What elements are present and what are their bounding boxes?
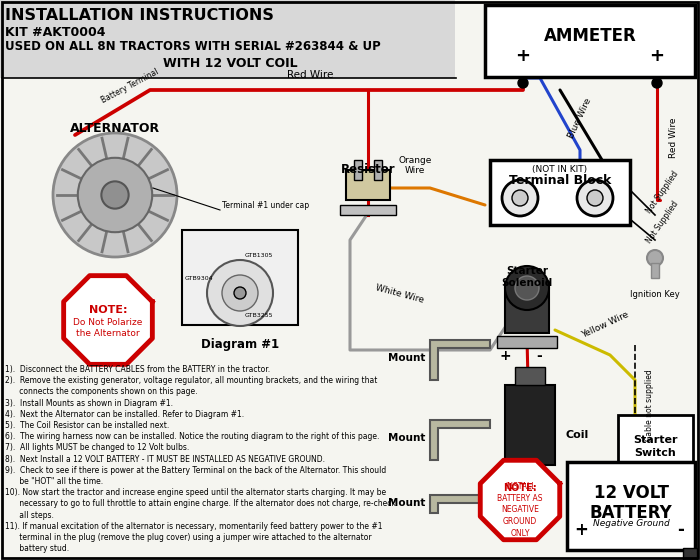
Text: necessary to go to full throttle to attain engine charge. If the alternator does: necessary to go to full throttle to atta… <box>5 500 396 508</box>
Polygon shape <box>64 276 153 365</box>
Bar <box>505 385 555 465</box>
Text: 4).  Next the Alternator can be installed. Refer to Diagram #1.: 4). Next the Alternator can be installed… <box>5 410 244 419</box>
Bar <box>374 160 382 180</box>
Circle shape <box>577 180 613 216</box>
Text: WITH 12 VOLT COIL: WITH 12 VOLT COIL <box>162 57 298 70</box>
Text: connects the components shown on this page.: connects the components shown on this pa… <box>5 388 197 396</box>
Circle shape <box>587 190 603 206</box>
Text: Mount: Mount <box>388 433 425 443</box>
Text: Blue Wire: Blue Wire <box>567 96 594 139</box>
Circle shape <box>53 133 177 257</box>
Text: Mount: Mount <box>388 498 425 508</box>
Text: BATTERY: BATTERY <box>589 504 673 522</box>
FancyBboxPatch shape <box>182 230 298 325</box>
Text: GTB9304: GTB9304 <box>185 276 214 281</box>
Bar <box>683 548 697 560</box>
Text: 1).  Disconnect the BATTERY CABLES from the BATTERY in the tractor.: 1). Disconnect the BATTERY CABLES from t… <box>5 365 270 374</box>
Polygon shape <box>430 340 490 380</box>
Text: NOTE:: NOTE: <box>89 305 127 315</box>
Text: USED ON ALL 8N TRACTORS WITH SERIAL #263844 & UP: USED ON ALL 8N TRACTORS WITH SERIAL #263… <box>5 40 381 53</box>
Circle shape <box>652 78 662 88</box>
Text: Red Wire: Red Wire <box>287 70 333 80</box>
Circle shape <box>78 158 152 232</box>
Text: INSTALLATION INSTRUCTIONS: INSTALLATION INSTRUCTIONS <box>5 8 274 23</box>
Bar <box>618 415 693 470</box>
Text: be "HOT" all the time.: be "HOT" all the time. <box>5 477 103 486</box>
Text: NOTE:: NOTE: <box>503 483 537 493</box>
Circle shape <box>502 180 538 216</box>
Polygon shape <box>430 420 490 460</box>
Text: 6).  The wiring harness now can be installed. Notice the routing diagram to the : 6). The wiring harness now can be instal… <box>5 432 379 441</box>
Text: +: + <box>515 47 531 65</box>
Text: Not Supplied: Not Supplied <box>645 199 680 245</box>
Bar <box>515 367 545 385</box>
Text: 2).  Remove the existing generator, voltage regulator, all mounting brackets, an: 2). Remove the existing generator, volta… <box>5 376 377 385</box>
Text: GTB1305: GTB1305 <box>245 253 274 258</box>
Circle shape <box>222 275 258 311</box>
Text: Battery Terminal: Battery Terminal <box>100 67 160 105</box>
Text: KIT #AKT0004: KIT #AKT0004 <box>5 26 106 39</box>
Text: Do Not Polarize
the Alternator: Do Not Polarize the Alternator <box>74 318 143 338</box>
Text: Starter: Starter <box>634 435 678 445</box>
Circle shape <box>505 266 549 310</box>
Text: Yellow Wire: Yellow Wire <box>580 310 630 340</box>
Text: 10). Now start the tractor and increase engine speed until the alternator starts: 10). Now start the tractor and increase … <box>5 488 386 497</box>
Text: +: + <box>499 349 511 363</box>
Text: GTB3255: GTB3255 <box>245 313 274 318</box>
Text: +: + <box>574 521 588 539</box>
Text: Red Wire: Red Wire <box>668 118 678 158</box>
Text: -: - <box>678 521 685 539</box>
Circle shape <box>207 260 273 326</box>
Polygon shape <box>480 460 560 540</box>
Bar <box>505 283 549 333</box>
Text: Ignition Key: Ignition Key <box>630 290 680 299</box>
Text: 7).  All lights MUST be changed to 12 Volt bulbs.: 7). All lights MUST be changed to 12 Vol… <box>5 444 189 452</box>
Text: Starter: Starter <box>506 266 548 276</box>
Text: +: + <box>650 47 664 65</box>
Text: 5).  The Coil Resistor can be installed next.: 5). The Coil Resistor can be installed n… <box>5 421 169 430</box>
Text: Resistor: Resistor <box>341 163 395 176</box>
Circle shape <box>518 78 528 88</box>
Text: all steps.: all steps. <box>5 511 54 520</box>
Circle shape <box>647 250 663 266</box>
Text: Orange
Wire: Orange Wire <box>398 156 432 175</box>
Bar <box>0 0 455 78</box>
Bar <box>485 5 695 77</box>
Bar <box>346 170 390 200</box>
Text: battery stud.: battery stud. <box>5 544 69 553</box>
Bar <box>651 263 659 278</box>
Text: Diagram #1: Diagram #1 <box>201 338 279 351</box>
Text: White Wire: White Wire <box>374 283 425 305</box>
Circle shape <box>102 181 129 209</box>
Text: 12 VOLT: 12 VOLT <box>594 484 668 502</box>
Text: 8).  Next Install a 12 VOLT BATTERY - IT MUST BE INSTALLED AS NEGATIVE GROUND.: 8). Next Install a 12 VOLT BATTERY - IT … <box>5 455 325 464</box>
Circle shape <box>512 190 528 206</box>
Text: terminal in the plug (remove the plug cover) using a jumper wire attached to the: terminal in the plug (remove the plug co… <box>5 533 372 542</box>
Text: AMMETER: AMMETER <box>544 27 636 45</box>
Bar <box>567 462 695 550</box>
Text: Terminal Block: Terminal Block <box>509 174 611 187</box>
Bar <box>497 336 557 348</box>
Text: Negative Ground: Negative Ground <box>593 519 669 528</box>
Text: ALTERNATOR: ALTERNATOR <box>70 122 160 135</box>
Circle shape <box>515 276 539 300</box>
Text: Solenoid: Solenoid <box>501 278 552 288</box>
Text: Switch: Switch <box>635 448 676 458</box>
Bar <box>490 160 630 225</box>
Text: -: - <box>536 349 542 363</box>
Text: 11). If manual excitation of the alternator is necessary, momentarily feed batte: 11). If manual excitation of the alterna… <box>5 522 382 531</box>
Bar <box>340 205 396 215</box>
Text: (NOT IN KIT): (NOT IN KIT) <box>533 165 587 174</box>
Bar <box>354 160 362 180</box>
Text: Terminal #1 under cap: Terminal #1 under cap <box>222 200 309 209</box>
Text: Cable not supplied: Cable not supplied <box>645 369 654 441</box>
Text: Not Supplied: Not Supplied <box>645 169 680 214</box>
Text: Mount: Mount <box>388 353 425 363</box>
Text: 3).  Install Mounts as shown in Diagram #1.: 3). Install Mounts as shown in Diagram #… <box>5 399 173 408</box>
Circle shape <box>234 287 246 299</box>
Polygon shape <box>430 495 490 513</box>
Text: Coil: Coil <box>565 430 588 440</box>
Text: INSTALL
BATTERY AS
NEGATIVE
GROUND
ONLY: INSTALL BATTERY AS NEGATIVE GROUND ONLY <box>497 482 542 538</box>
Text: 9).  Check to see if there is power at the Battery Terminal on the back of the A: 9). Check to see if there is power at th… <box>5 466 386 475</box>
